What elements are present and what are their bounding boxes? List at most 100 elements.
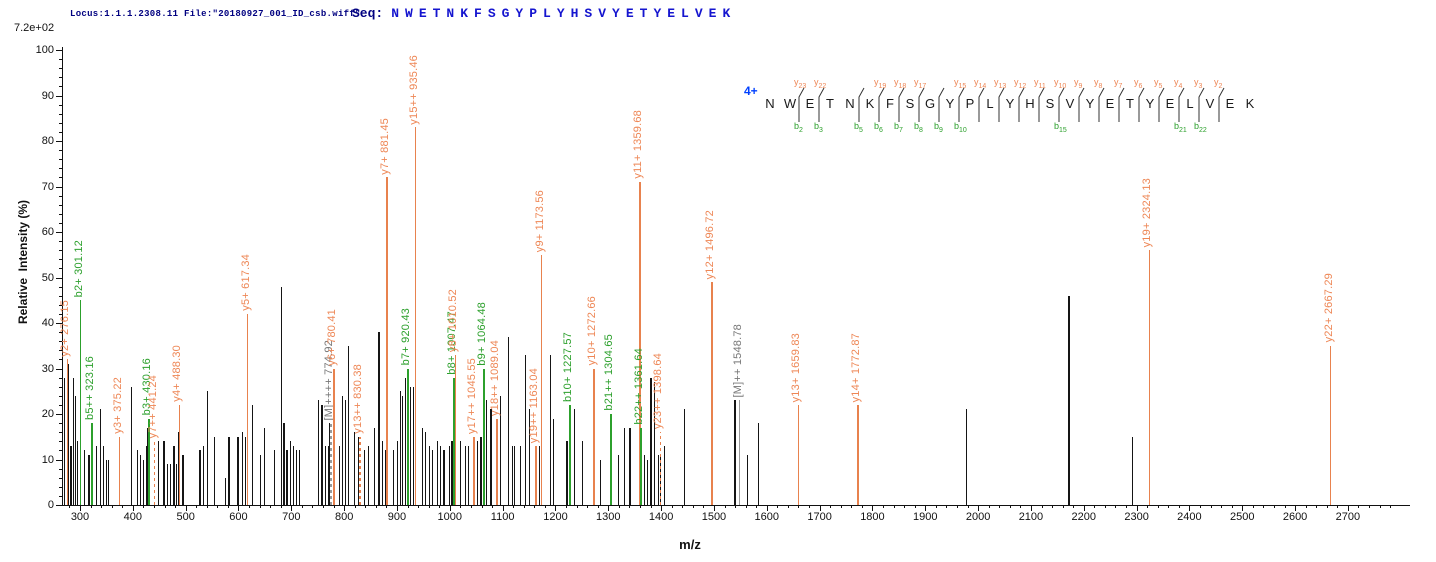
x-minor-tick xyxy=(492,505,494,508)
x-minor-tick xyxy=(1231,505,1233,508)
spectrum-peak xyxy=(131,386,133,505)
annotated-peak-y10+ xyxy=(593,368,595,505)
spectrum-peak xyxy=(618,454,620,505)
spectrum-peak xyxy=(136,450,139,505)
x-minor-tick xyxy=(1326,505,1328,508)
x-tick-label: 900 xyxy=(387,511,407,523)
annotated-peak-b7+ xyxy=(407,368,409,505)
spectrum-peak xyxy=(95,445,97,505)
x-minor-tick xyxy=(1126,505,1128,508)
x-minor-tick xyxy=(1210,505,1212,508)
x-minor-tick xyxy=(830,505,832,508)
spectrum-peak xyxy=(100,409,102,505)
y-major-tick xyxy=(56,414,62,415)
b-ion-mark-b6: b6 xyxy=(874,121,883,134)
y-minor-tick xyxy=(59,222,62,224)
spectrum-peak xyxy=(646,459,648,505)
y-ion-mark-y3: y3 xyxy=(1194,77,1203,90)
spectrum-peak xyxy=(70,445,72,505)
spectrum-peak xyxy=(244,436,246,505)
b-ion-mark-b10: b10 xyxy=(954,121,967,134)
y-minor-tick xyxy=(59,168,62,170)
sequence-header: Seq: NWETNKFSGYPLYHSVYETYELVEK xyxy=(352,6,736,21)
ladder-residue-9-G: G xyxy=(924,96,936,111)
x-minor-tick xyxy=(1157,505,1159,508)
y-minor-tick xyxy=(59,486,62,488)
x-minor-tick xyxy=(523,505,525,508)
spectrum-peak xyxy=(480,436,482,505)
ladder-residue-24-E: E xyxy=(1225,96,1235,111)
x-minor-tick xyxy=(566,505,568,508)
spectrum-peak xyxy=(289,441,291,505)
peak-label-b10+: b10+ 1227.57 xyxy=(562,331,575,402)
y-major-tick xyxy=(56,232,62,233)
peak-label-y9+: y9+ 1173.56 xyxy=(533,189,546,252)
peak-label-y22+: y22+ 2667.29 xyxy=(1322,273,1335,343)
spectrum-peak xyxy=(321,404,323,505)
x-major-tick xyxy=(238,505,240,511)
x-major-tick xyxy=(132,505,134,511)
spectrum-peak xyxy=(157,441,159,505)
spectrum-peak xyxy=(298,450,300,505)
peak-label-[M]++: [M]++ 1548.78 xyxy=(731,323,744,398)
x-major-tick xyxy=(713,505,715,511)
spectrum-peak xyxy=(382,441,384,505)
spectrum-peak xyxy=(965,409,968,505)
x-tick-label: 400 xyxy=(123,511,142,523)
ladder-residue-16-V: V xyxy=(1065,96,1075,111)
x-minor-tick xyxy=(1062,505,1064,508)
x-minor-tick xyxy=(323,505,325,508)
spectrum-peak xyxy=(449,445,451,505)
peak-label-y17++: y17++ 1045.55 xyxy=(465,357,478,434)
spectrum-peak xyxy=(363,450,365,505)
x-minor-tick xyxy=(1199,505,1201,508)
y-major-tick xyxy=(56,368,62,370)
spectrum-peak xyxy=(341,395,344,505)
y-tick-label: 60 xyxy=(41,226,54,238)
x-minor-tick xyxy=(1052,505,1054,508)
ladder-residue-8-S: S xyxy=(905,96,915,111)
ladder-residue-20-Y: Y xyxy=(1145,96,1155,111)
spectrum-peak xyxy=(77,441,79,505)
x-minor-tick xyxy=(967,505,969,508)
x-minor-tick xyxy=(354,505,356,508)
x-minor-tick xyxy=(999,505,1001,508)
y-ion-mark-y4: y4 xyxy=(1174,77,1183,90)
spectrum-peak xyxy=(486,400,488,505)
spectrum-peak xyxy=(512,445,514,505)
peptide-sequence: NWETNKFSGYPLYHSVYETYELVEK xyxy=(391,6,737,21)
fragment-cut-mark xyxy=(856,87,865,128)
x-major-tick xyxy=(978,505,980,511)
x-minor-tick xyxy=(90,505,92,508)
y-minor-tick xyxy=(59,295,62,297)
x-minor-tick xyxy=(1305,505,1307,508)
annotated-peak-y4+ xyxy=(178,404,181,505)
ladder-residue-7-F: F xyxy=(886,96,894,111)
y-ion-mark-y15: y15 xyxy=(954,77,967,90)
spectrum-peak xyxy=(292,445,295,505)
y-tick-label: 90 xyxy=(41,89,54,102)
y-minor-tick xyxy=(59,150,62,152)
spectrum-peak xyxy=(228,436,230,505)
fragment-cut-mark xyxy=(976,87,985,128)
annotated-peak-y19++ xyxy=(535,445,537,505)
spectrum-peak xyxy=(357,436,359,505)
x-minor-tick xyxy=(386,505,388,508)
b-ion-mark-b3: b3 xyxy=(814,121,823,134)
b-ion-mark-b8: b8 xyxy=(914,121,923,134)
x-minor-tick xyxy=(312,505,314,508)
peak-label-y2+: y2+ 276.15 xyxy=(59,299,72,357)
annotated-peak-y11+ xyxy=(639,181,641,505)
ladder-residue-17-Y: Y xyxy=(1085,96,1095,111)
x-minor-tick xyxy=(301,505,303,508)
spectrum-peak xyxy=(664,445,666,505)
spectrum-peak xyxy=(237,436,239,505)
spectrum-peak xyxy=(428,445,430,505)
x-major-tick xyxy=(502,505,504,511)
y-minor-tick xyxy=(59,59,62,61)
spectrum-peak xyxy=(84,450,86,505)
spectrum-peak xyxy=(436,441,438,505)
ladder-residue-15-S: S xyxy=(1045,96,1055,111)
ladder-residue-3-E: E xyxy=(805,96,815,111)
spectrum-peak xyxy=(520,445,522,505)
